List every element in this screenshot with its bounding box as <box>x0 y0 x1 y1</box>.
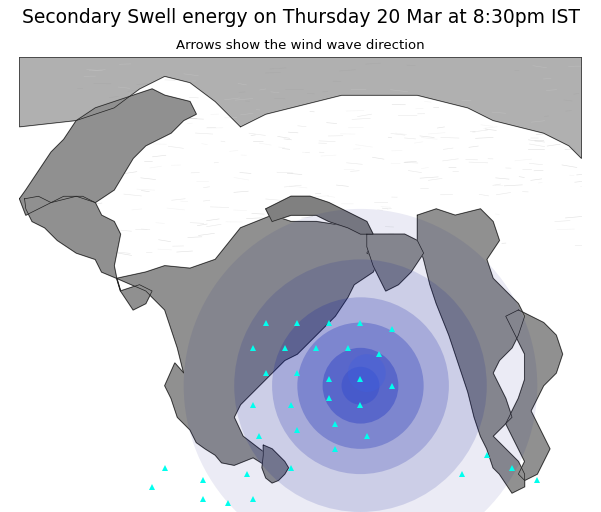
Polygon shape <box>417 209 525 493</box>
Polygon shape <box>19 57 582 158</box>
Circle shape <box>184 209 537 512</box>
Polygon shape <box>367 234 424 291</box>
Polygon shape <box>505 310 563 480</box>
Polygon shape <box>25 196 152 310</box>
Circle shape <box>272 297 449 474</box>
Polygon shape <box>19 89 197 215</box>
Text: Secondary Swell energy on Thursday 20 Mar at 8:30pm IST: Secondary Swell energy on Thursday 20 Ma… <box>22 8 579 27</box>
Circle shape <box>234 260 487 512</box>
Polygon shape <box>262 445 288 483</box>
Circle shape <box>348 354 386 392</box>
Circle shape <box>341 367 379 404</box>
Text: Arrows show the wind wave direction: Arrows show the wind wave direction <box>176 39 425 52</box>
Polygon shape <box>266 196 373 234</box>
Circle shape <box>297 323 424 449</box>
Polygon shape <box>117 215 379 465</box>
Circle shape <box>323 348 398 423</box>
